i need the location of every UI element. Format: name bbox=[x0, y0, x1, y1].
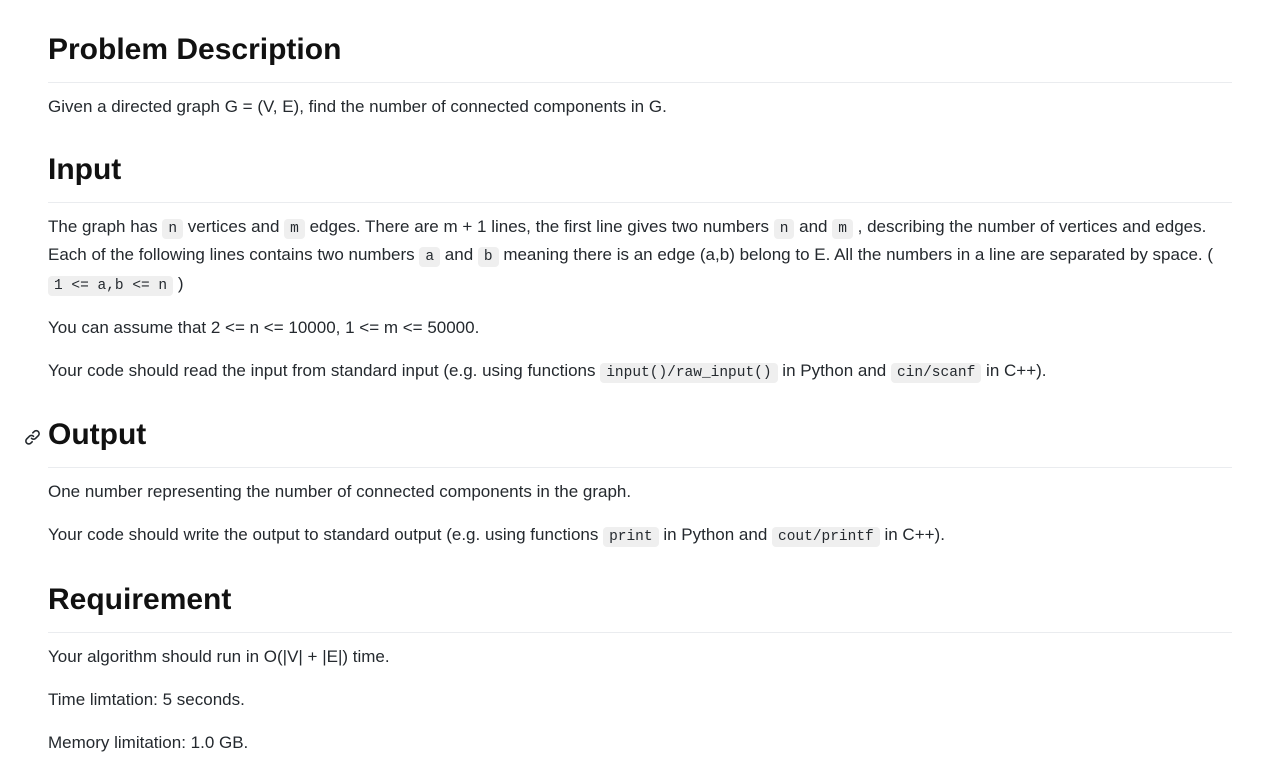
code-input-func: input()/raw_input() bbox=[600, 363, 777, 383]
code-a: a bbox=[419, 247, 440, 267]
heading-input: Input bbox=[48, 146, 1232, 203]
requirement-paragraph-3: Memory limitation: 1.0 GB. bbox=[48, 729, 1232, 756]
input-paragraph-1: The graph has n vertices and m edges. Th… bbox=[48, 213, 1232, 298]
requirement-paragraph-2: Time limtation: 5 seconds. bbox=[48, 686, 1232, 713]
requirement-paragraph-1: Your algorithm should run in O(|V| + |E|… bbox=[48, 643, 1232, 670]
output-paragraph-2: Your code should write the output to sta… bbox=[48, 521, 1232, 549]
heading-text: Requirement bbox=[48, 583, 231, 616]
code-cin: cin/scanf bbox=[891, 363, 981, 383]
code-b: b bbox=[478, 247, 499, 267]
code-range: 1 <= a,b <= n bbox=[48, 276, 173, 296]
input-paragraph-2: You can assume that 2 <= n <= 10000, 1 <… bbox=[48, 314, 1232, 341]
heading-requirement: Requirement bbox=[48, 576, 1232, 633]
code-n: n bbox=[774, 219, 795, 239]
output-paragraph-1: One number representing the number of co… bbox=[48, 478, 1232, 505]
link-icon[interactable] bbox=[24, 429, 41, 446]
heading-problem-description: Problem Description bbox=[48, 26, 1232, 83]
code-m: m bbox=[832, 219, 853, 239]
input-paragraph-3: Your code should read the input from sta… bbox=[48, 357, 1232, 385]
code-m: m bbox=[284, 219, 305, 239]
code-n: n bbox=[162, 219, 183, 239]
code-cout: cout/printf bbox=[772, 527, 880, 547]
code-print: print bbox=[603, 527, 659, 547]
problem-paragraph: Given a directed graph G = (V, E), find … bbox=[48, 93, 1232, 120]
heading-output: Output bbox=[48, 411, 1232, 468]
heading-text: Input bbox=[48, 153, 121, 186]
heading-text: Problem Description bbox=[48, 33, 341, 66]
heading-text: Output bbox=[48, 418, 146, 451]
